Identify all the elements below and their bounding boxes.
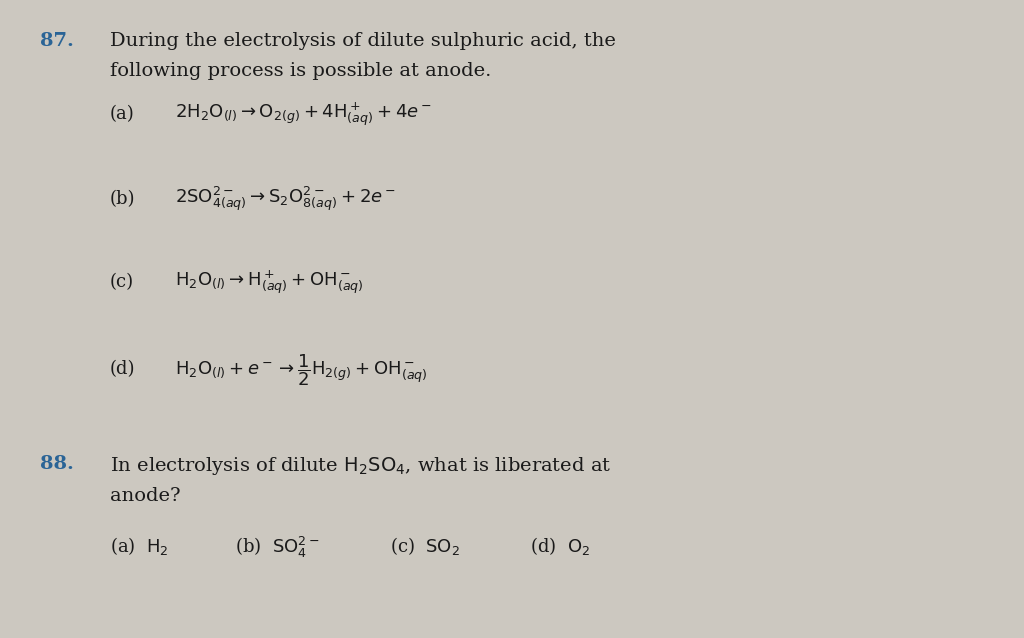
Text: following process is possible at anode.: following process is possible at anode. <box>110 62 492 80</box>
Text: (b)  $\mathrm{SO_4^{2-}}$: (b) $\mathrm{SO_4^{2-}}$ <box>234 535 319 560</box>
Text: (b): (b) <box>110 190 135 208</box>
Text: (c)  $\mathrm{SO_2}$: (c) $\mathrm{SO_2}$ <box>390 535 460 557</box>
Text: $\mathrm{H_2O}_{(l)} \rightarrow \mathrm{H}^+_{(aq)} + \mathrm{OH}^-_{(aq)}$: $\mathrm{H_2O}_{(l)} \rightarrow \mathrm… <box>175 268 364 295</box>
Text: During the electrolysis of dilute sulphuric acid, the: During the electrolysis of dilute sulphu… <box>110 32 615 50</box>
Text: 88.: 88. <box>40 455 74 473</box>
Text: (d)  $\mathrm{O_2}$: (d) $\mathrm{O_2}$ <box>530 535 590 557</box>
Text: (d): (d) <box>110 360 135 378</box>
Text: (c): (c) <box>110 273 134 291</box>
Text: (a): (a) <box>110 105 135 123</box>
Text: anode?: anode? <box>110 487 180 505</box>
Text: (a)  $\mathrm{H_2}$: (a) $\mathrm{H_2}$ <box>110 535 169 557</box>
Text: $\mathrm{H_2O}_{(l)} + e^- \rightarrow \dfrac{1}{2}\mathrm{H}_{2(g)} + \mathrm{O: $\mathrm{H_2O}_{(l)} + e^- \rightarrow \… <box>175 352 428 388</box>
Text: 87.: 87. <box>40 32 74 50</box>
Text: $2\mathrm{H_2O}_{(l)} \rightarrow \mathrm{O}_{2(g)} + 4\mathrm{H}^+_{(aq)} + 4e^: $2\mathrm{H_2O}_{(l)} \rightarrow \mathr… <box>175 100 432 128</box>
Text: In electrolysis of dilute $\mathrm{H_2SO_4}$, what is liberated at: In electrolysis of dilute $\mathrm{H_2SO… <box>110 455 611 477</box>
Text: $2\mathrm{SO}^{2-}_{4(aq)} \rightarrow \mathrm{S_2O}^{2-}_{8(aq)} + 2e^-$: $2\mathrm{SO}^{2-}_{4(aq)} \rightarrow \… <box>175 185 396 213</box>
